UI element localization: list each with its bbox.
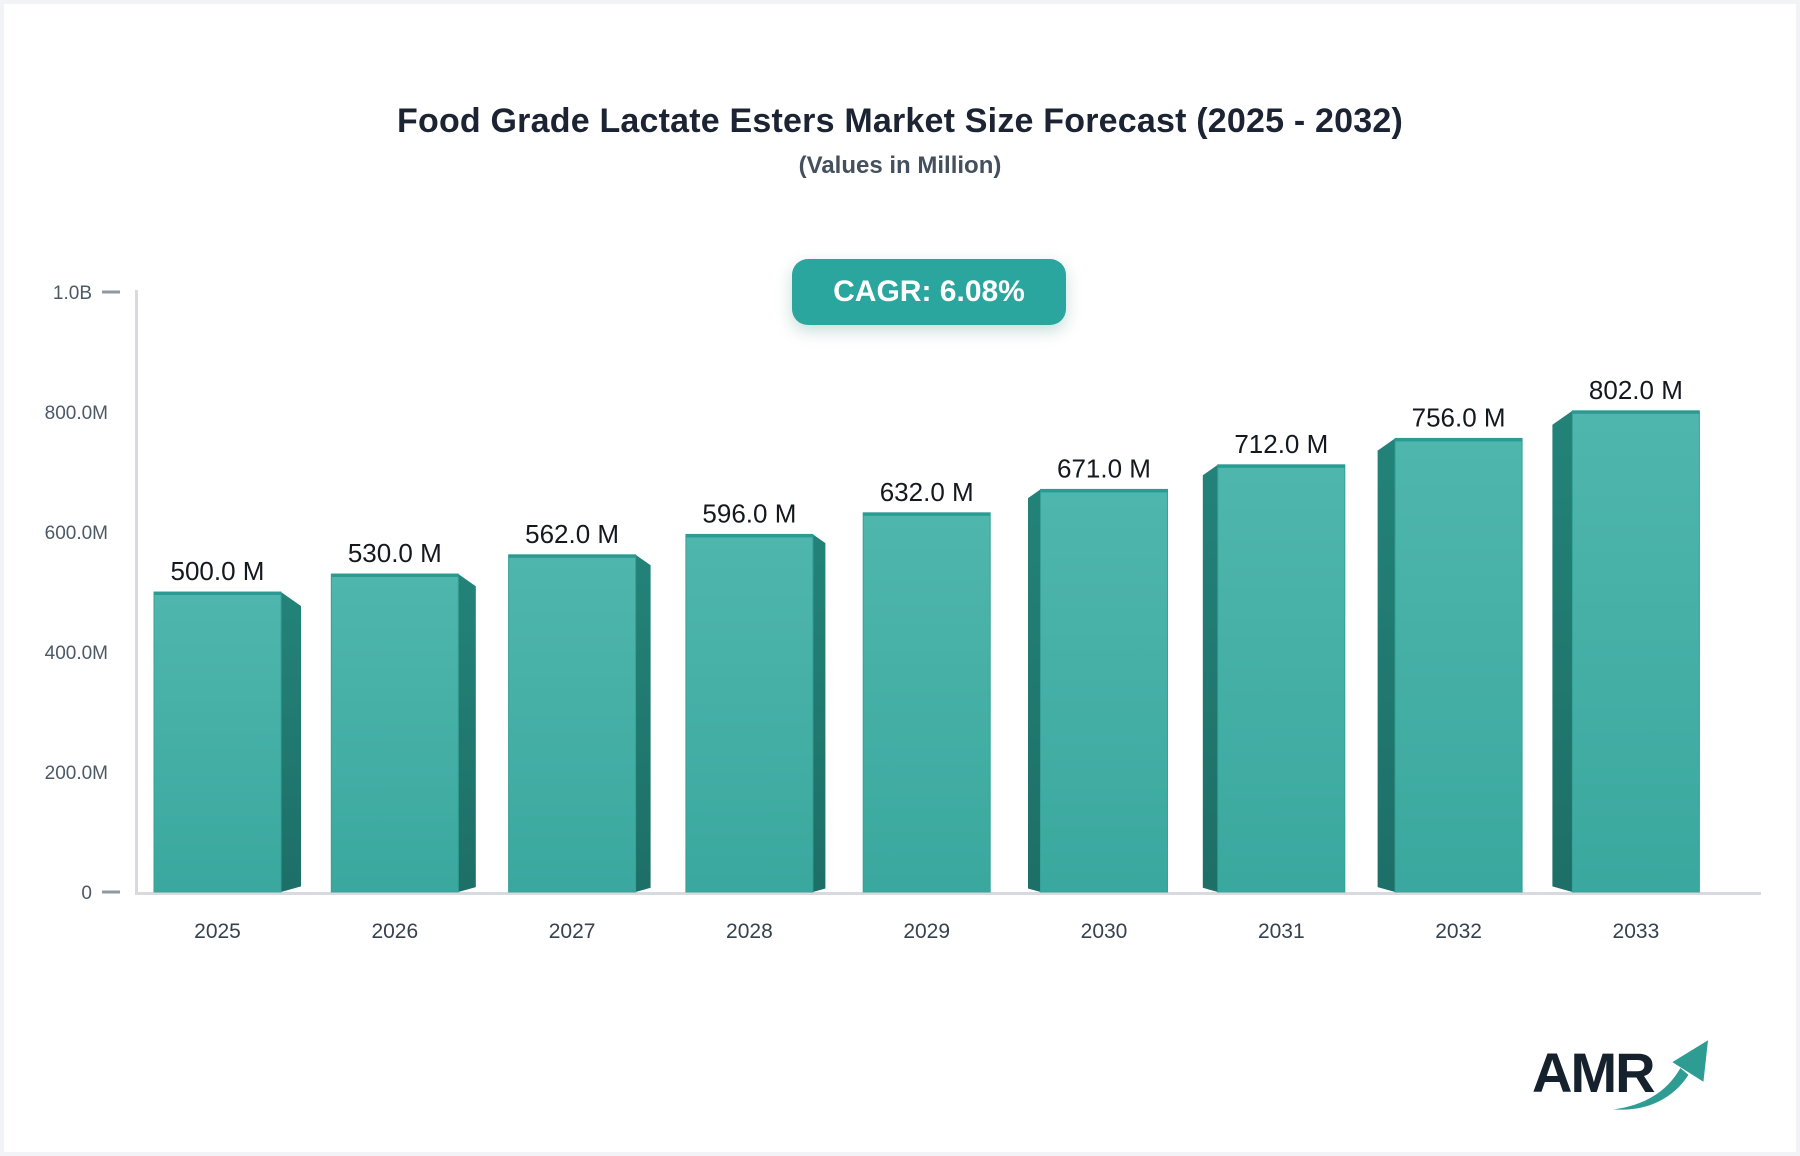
y-tick-label: 1.0B	[53, 283, 92, 304]
bar-top-edge	[508, 554, 636, 558]
y-tick-label: 400.0M	[45, 643, 108, 664]
bar-side-face	[1202, 464, 1218, 892]
bar-side-face	[1552, 410, 1573, 892]
bar-front-face	[153, 591, 282, 893]
bar-side-face	[635, 554, 651, 892]
bar-side-face	[1377, 438, 1396, 892]
bar-value-label: 756.0 M	[1412, 402, 1506, 432]
x-tick-label: 2027	[549, 920, 596, 943]
bar-front-face	[330, 573, 459, 893]
x-tick-label: 2029	[903, 920, 950, 943]
bar-top-edge	[863, 512, 991, 516]
bar-value-label: 530.0 M	[348, 538, 442, 568]
bar-front-face	[1394, 437, 1523, 893]
x-tick-label: 2033	[1613, 920, 1660, 943]
bar-value-label: 632.0 M	[880, 477, 974, 507]
bar-value-label: 712.0 M	[1234, 429, 1328, 459]
chart-subtitle: (Values in Million)	[798, 152, 1002, 179]
bar-front-face	[1571, 410, 1700, 893]
x-tick-label: 2026	[371, 920, 418, 943]
bar-top-edge	[1217, 464, 1345, 468]
bar-front-face	[685, 533, 814, 893]
y-tick-label: 0	[81, 883, 92, 904]
bar-top-edge	[685, 534, 813, 538]
bar-top-edge	[1395, 438, 1523, 442]
bar-top-edge	[1040, 489, 1168, 493]
bar-side-face	[458, 574, 476, 892]
bar-front-face	[1217, 464, 1346, 893]
x-tick-label: 2025	[194, 920, 241, 943]
bar-front-face	[862, 512, 991, 893]
bar-top-edge	[331, 574, 459, 577]
bar-value-label: 500.0 M	[171, 556, 265, 586]
bar-value-label: 671.0 M	[1057, 453, 1151, 483]
bar-front-face	[508, 554, 637, 893]
amr-logo-text: AMR	[1532, 1041, 1656, 1104]
x-tick-label: 2031	[1258, 920, 1305, 943]
bar-side-face	[812, 534, 826, 892]
bar-value-label: 802.0 M	[1589, 375, 1683, 405]
y-tick-label: 600.0M	[45, 523, 108, 544]
y-tick-label: 800.0M	[45, 403, 108, 424]
bar-value-label: 596.0 M	[702, 498, 796, 528]
bar-side-face	[1028, 489, 1041, 892]
x-tick-label: 2030	[1081, 920, 1128, 943]
bar-top-edge	[154, 592, 281, 595]
growth-arrow-icon	[1613, 1040, 1709, 1110]
bar-value-label: 562.0 M	[525, 519, 619, 549]
x-tick-label: 2032	[1435, 920, 1482, 943]
chart-title: Food Grade Lactate Esters Market Size Fo…	[397, 102, 1403, 140]
y-tick-label: 200.0M	[45, 763, 108, 784]
bar-top-edge	[1572, 410, 1700, 414]
x-tick-label: 2028	[726, 920, 773, 943]
bar-front-face	[1040, 488, 1168, 893]
bar-chart: 1.0B 800.0M 600.0M 400.0M 200.0M 0 500.0 M 2025…	[45, 283, 1761, 943]
cagr-badge: CAGR: 6.08%	[792, 259, 1066, 325]
amr-logo: AMR	[1532, 1034, 1732, 1124]
bar-side-face	[281, 592, 301, 892]
